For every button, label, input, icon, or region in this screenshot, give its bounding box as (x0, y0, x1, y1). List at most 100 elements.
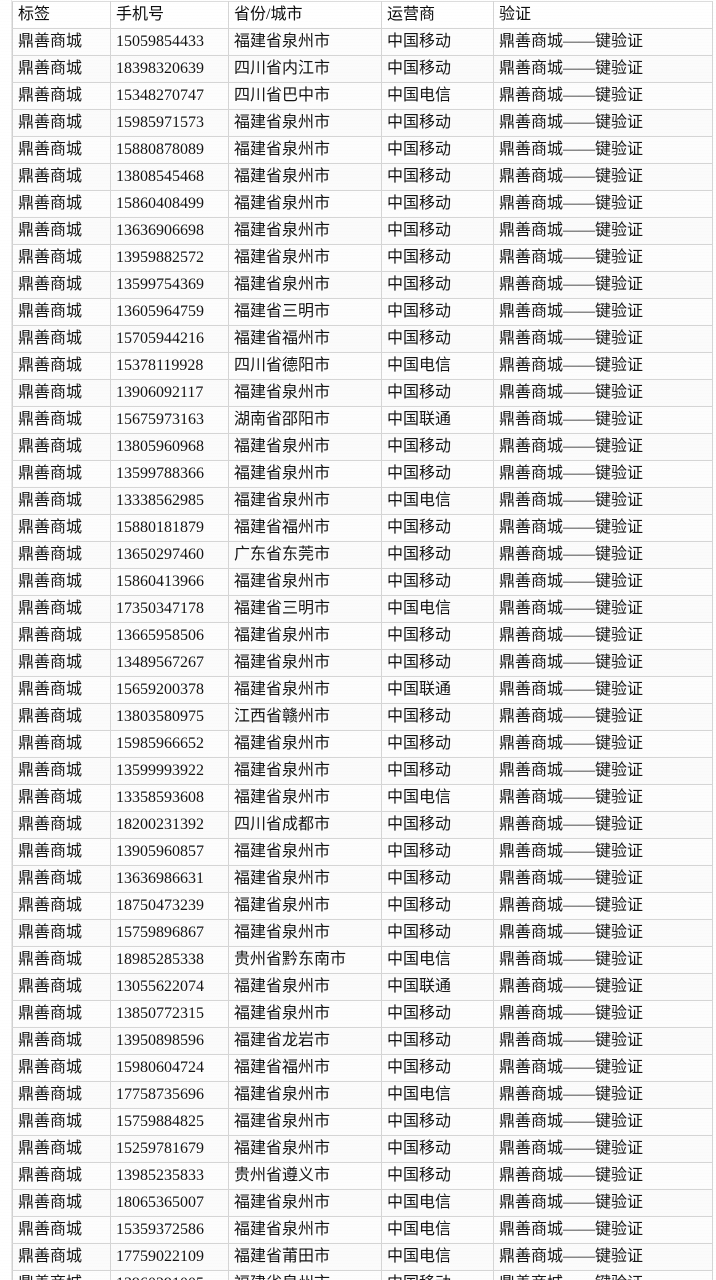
cell-verify: 鼎善商城——键验证 (493, 865, 713, 893)
cell-label: 鼎善商城 (12, 757, 111, 785)
table-row[interactable]: 鼎善商城 13338562985 福建省泉州市 中国电信 鼎善商城——键验证 (12, 487, 713, 515)
cell-carrier: 中国移动 (381, 568, 494, 596)
table-row[interactable]: 鼎善商城 15759896867 福建省泉州市 中国移动 鼎善商城——键验证 (12, 919, 713, 947)
table-row[interactable]: 鼎善商城 17350347178 福建省三明市 中国电信 鼎善商城——键验证 (12, 595, 713, 623)
cell-region: 福建省泉州市 (228, 217, 382, 245)
cell-phone: 15860408499 (110, 190, 229, 218)
table-row[interactable]: 鼎善商城 13599788366 福建省泉州市 中国移动 鼎善商城——键验证 (12, 460, 713, 488)
cell-phone: 13803580975 (110, 703, 229, 731)
cell-verify: 鼎善商城——键验证 (493, 838, 713, 866)
table-row[interactable]: 鼎善商城 15985966652 福建省泉州市 中国移动 鼎善商城——键验证 (12, 730, 713, 758)
table-row[interactable]: 鼎善商城 15880878089 福建省泉州市 中国移动 鼎善商城——键验证 (12, 136, 713, 164)
cell-verify: 鼎善商城——键验证 (493, 811, 713, 839)
table-row[interactable]: 鼎善商城 15860413966 福建省泉州市 中国移动 鼎善商城——键验证 (12, 568, 713, 596)
table-row[interactable]: 鼎善商城 13358593608 福建省泉州市 中国电信 鼎善商城——键验证 (12, 784, 713, 812)
cell-carrier: 中国移动 (381, 163, 494, 191)
cell-region: 福建省泉州市 (228, 379, 382, 407)
cell-phone: 13055622074 (110, 973, 229, 1001)
table-row[interactable]: 鼎善商城 13950898596 福建省龙岩市 中国移动 鼎善商城——键验证 (12, 1027, 713, 1055)
cell-phone: 13906092117 (110, 379, 229, 407)
table-row[interactable]: 鼎善商城 15259781679 福建省泉州市 中国移动 鼎善商城——键验证 (12, 1135, 713, 1163)
cell-carrier: 中国移动 (381, 892, 494, 920)
cell-label: 鼎善商城 (12, 1270, 111, 1280)
table-row[interactable]: 鼎善商城 13906092117 福建省泉州市 中国移动 鼎善商城——键验证 (12, 379, 713, 407)
cell-carrier: 中国联通 (381, 406, 494, 434)
table-row[interactable]: 鼎善商城 15980604724 福建省福州市 中国移动 鼎善商城——键验证 (12, 1054, 713, 1082)
cell-carrier: 中国移动 (381, 649, 494, 677)
column-header-label[interactable]: 标签 (12, 1, 111, 29)
cell-region: 福建省泉州市 (228, 28, 382, 56)
cell-label: 鼎善商城 (12, 784, 111, 812)
table-row[interactable]: 鼎善商城 15675973163 湖南省邵阳市 中国联通 鼎善商城——键验证 (12, 406, 713, 434)
cell-verify: 鼎善商城——键验证 (493, 1189, 713, 1217)
table-row[interactable]: 鼎善商城 15880181879 福建省福州市 中国移动 鼎善商城——键验证 (12, 514, 713, 542)
cell-region: 江西省赣州市 (228, 703, 382, 731)
table-row[interactable]: 鼎善商城 15059854433 福建省泉州市 中国移动 鼎善商城——键验证 (12, 28, 713, 56)
cell-verify: 鼎善商城——键验证 (493, 703, 713, 731)
table-row[interactable]: 鼎善商城 13605964759 福建省三明市 中国移动 鼎善商城——键验证 (12, 298, 713, 326)
table-row[interactable]: 鼎善商城 17759022109 福建省莆田市 中国电信 鼎善商城——键验证 (12, 1243, 713, 1271)
cell-verify: 鼎善商城——键验证 (493, 973, 713, 1001)
table-row[interactable]: 鼎善商城 17758735696 福建省泉州市 中国电信 鼎善商城——键验证 (12, 1081, 713, 1109)
column-header-verify[interactable]: 验证 (493, 1, 713, 29)
column-header-phone[interactable]: 手机号 (110, 1, 229, 29)
table-row[interactable]: 鼎善商城 18065365007 福建省泉州市 中国电信 鼎善商城——键验证 (12, 1189, 713, 1217)
table-row[interactable]: 鼎善商城 13055622074 福建省泉州市 中国联通 鼎善商城——键验证 (12, 973, 713, 1001)
cell-label: 鼎善商城 (12, 1054, 111, 1082)
cell-label: 鼎善商城 (12, 568, 111, 596)
cell-phone: 18065365007 (110, 1189, 229, 1217)
table-row[interactable]: 鼎善商城 13636986631 福建省泉州市 中国移动 鼎善商城——键验证 (12, 865, 713, 893)
table-row[interactable]: 鼎善商城 15705944216 福建省福州市 中国移动 鼎善商城——键验证 (12, 325, 713, 353)
table-row[interactable]: 鼎善商城13960291005福建省泉州市中国移动鼎善商城——键验证 (12, 1270, 713, 1280)
table-row[interactable]: 鼎善商城 18200231392 四川省成都市 中国移动 鼎善商城——键验证 (12, 811, 713, 839)
cell-label: 鼎善商城 (12, 514, 111, 542)
table-row[interactable]: 鼎善商城 13599754369 福建省泉州市 中国移动 鼎善商城——键验证 (12, 271, 713, 299)
table-row[interactable]: 鼎善商城 15759884825 福建省泉州市 中国移动 鼎善商城——键验证 (12, 1108, 713, 1136)
cell-label: 鼎善商城 (12, 217, 111, 245)
table-row[interactable]: 鼎善商城 15659200378 福建省泉州市 中国联通 鼎善商城——键验证 (12, 676, 713, 704)
cell-region: 福建省泉州市 (228, 568, 382, 596)
cell-region: 福建省泉州市 (228, 244, 382, 272)
cell-carrier: 中国电信 (381, 1216, 494, 1244)
cell-phone: 18750473239 (110, 892, 229, 920)
table-row[interactable]: 鼎善商城 18985285338 贵州省黔东南市 中国电信 鼎善商城——键验证 (12, 946, 713, 974)
table-row[interactable]: 鼎善商城 18750473239 福建省泉州市 中国移动 鼎善商城——键验证 (12, 892, 713, 920)
cell-carrier: 中国移动 (381, 1270, 494, 1280)
table-row[interactable]: 鼎善商城 13665958506 福建省泉州市 中国移动 鼎善商城——键验证 (12, 622, 713, 650)
cell-region: 福建省泉州市 (228, 973, 382, 1001)
table-row[interactable]: 鼎善商城 13808545468 福建省泉州市 中国移动 鼎善商城——键验证 (12, 163, 713, 191)
cell-region: 福建省福州市 (228, 514, 382, 542)
table-row[interactable]: 鼎善商城 13489567267 福建省泉州市 中国移动 鼎善商城——键验证 (12, 649, 713, 677)
cell-phone: 15259781679 (110, 1135, 229, 1163)
cell-verify: 鼎善商城——键验证 (493, 271, 713, 299)
cell-carrier: 中国联通 (381, 676, 494, 704)
cell-carrier: 中国移动 (381, 325, 494, 353)
table-row[interactable]: 鼎善商城 15985971573 福建省泉州市 中国移动 鼎善商城——键验证 (12, 109, 713, 137)
cell-region: 福建省泉州市 (228, 1216, 382, 1244)
cell-region: 福建省三明市 (228, 595, 382, 623)
table-row[interactable]: 鼎善商城 13650297460 广东省东莞市 中国移动 鼎善商城——键验证 (12, 541, 713, 569)
table-row[interactable]: 鼎善商城 13636906698 福建省泉州市 中国移动 鼎善商城——键验证 (12, 217, 713, 245)
column-header-region[interactable]: 省份/城市 (228, 1, 382, 29)
table-row[interactable]: 鼎善商城 13985235833 贵州省遵义市 中国移动 鼎善商城——键验证 (12, 1162, 713, 1190)
cell-label: 鼎善商城 (12, 1135, 111, 1163)
cell-region: 福建省泉州市 (228, 136, 382, 164)
table-row[interactable]: 鼎善商城 15378119928 四川省德阳市 中国电信 鼎善商城——键验证 (12, 352, 713, 380)
table-row[interactable]: 鼎善商城 18398320639 四川省内江市 中国移动 鼎善商城——键验证 (12, 55, 713, 83)
table-row[interactable]: 鼎善商城 15348270747 四川省巴中市 中国电信 鼎善商城——键验证 (12, 82, 713, 110)
cell-verify: 鼎善商城——键验证 (493, 784, 713, 812)
table-row[interactable]: 鼎善商城 13803580975 江西省赣州市 中国移动 鼎善商城——键验证 (12, 703, 713, 731)
table-row[interactable]: 鼎善商城 13850772315 福建省泉州市 中国移动 鼎善商城——键验证 (12, 1000, 713, 1028)
cell-verify: 鼎善商城——键验证 (493, 190, 713, 218)
cell-verify: 鼎善商城——键验证 (493, 460, 713, 488)
cell-phone: 18398320639 (110, 55, 229, 83)
cell-region: 福建省三明市 (228, 298, 382, 326)
table-row[interactable]: 鼎善商城 13599993922 福建省泉州市 中国移动 鼎善商城——键验证 (12, 757, 713, 785)
column-header-carrier[interactable]: 运营商 (381, 1, 494, 29)
table-row[interactable]: 鼎善商城 15359372586 福建省泉州市 中国电信 鼎善商城——键验证 (12, 1216, 713, 1244)
table-row[interactable]: 鼎善商城 13805960968 福建省泉州市 中国移动 鼎善商城——键验证 (12, 433, 713, 461)
cell-carrier: 中国移动 (381, 1135, 494, 1163)
table-row[interactable]: 鼎善商城 13905960857 福建省泉州市 中国移动 鼎善商城——键验证 (12, 838, 713, 866)
table-row[interactable]: 鼎善商城 13959882572 福建省泉州市 中国移动 鼎善商城——键验证 (12, 244, 713, 272)
table-row[interactable]: 鼎善商城 15860408499 福建省泉州市 中国移动 鼎善商城——键验证 (12, 190, 713, 218)
